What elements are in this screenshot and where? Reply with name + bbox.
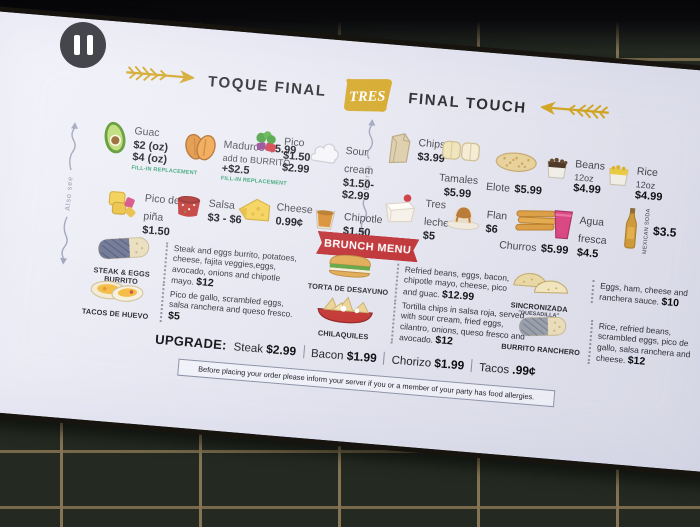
pico-icon xyxy=(252,129,280,160)
foil-burrito-gray-icon xyxy=(515,312,569,346)
menu-item-sour-cream: Sour cream $1.50- $2.99 xyxy=(304,138,390,205)
squiggle-arrow-up-icon xyxy=(69,122,78,171)
menu-item-tres-leches: Tres leches $5 xyxy=(377,190,462,245)
menu-item-elote: Elote $5.99 xyxy=(485,149,545,199)
tres-logo-text: TRES xyxy=(349,88,385,105)
menu-item-salsa: Salsa $3 - $6 xyxy=(172,191,244,229)
header: TOQUE FINAL TRES FINAL TOUCH xyxy=(0,45,700,145)
menu-item-chipotle: Chipotle $1.50 xyxy=(309,204,383,241)
menu-item-tamales: Tamales $5.99 xyxy=(437,137,482,201)
chipotle-bowl-icon xyxy=(309,204,339,237)
menu-item-churros: Churros $5.99 xyxy=(499,204,572,259)
tres-leches-icon xyxy=(378,190,421,231)
feather-right-icon xyxy=(123,62,196,93)
feather-left-icon xyxy=(539,97,612,128)
brunch-desc-sincronizada-quesadilla: Eggs, ham, cheese and ranchera sauce. $1… xyxy=(590,280,700,313)
upgrade-option-bacon: Bacon $1.99 xyxy=(310,347,378,365)
menu-item-flan: Flan $6 xyxy=(444,202,508,239)
tamales-icon xyxy=(440,137,482,170)
menu-item-beans: Beans 12oz $4.99 xyxy=(542,152,606,197)
header-title-english: FINAL TOUCH xyxy=(407,89,528,117)
tres-logo: TRES xyxy=(344,78,393,112)
foil-burrito-icon xyxy=(95,232,151,268)
brunch-item-chilaquiles: CHILAQUILES xyxy=(299,290,391,344)
chips-bag-icon xyxy=(383,130,414,171)
tacos-icon xyxy=(88,276,146,311)
brunch-item-sincronizada-quesadilla: SINCRONIZADA "QUESADILLA" xyxy=(493,264,587,322)
upgrade-option-chorizo: Chorizo $1.99 xyxy=(391,354,465,373)
brunch-item-burrito-ranchero: BURRITO RANCHERO xyxy=(496,310,587,358)
flan-icon xyxy=(444,202,483,237)
menu-item-agua-fresca: Agua fresca $4.5 xyxy=(548,208,618,261)
menu-screen: TOQUE FINAL TRES FINAL TOUCH Also see Ex… xyxy=(0,5,700,479)
menu-item-pico-de-pina: Pico de piña $1.50 xyxy=(103,185,188,240)
menu-item-chips: Chips $3.99 xyxy=(383,130,447,174)
pineapple-icon xyxy=(104,185,141,226)
header-title-spanish: TOQUE FINAL xyxy=(207,73,328,101)
soda-bottle-icon xyxy=(621,206,641,254)
menu-item-guac: Guac $2 (oz) $4 (oz) FILL-IN REPLACEMENT xyxy=(98,118,217,177)
menu-item-maduros: Maduros $5.99 add to BURRITO +$2.5 FILL-… xyxy=(180,131,309,189)
menu-item-mexican-soda: MEXICAN SODA $3.5 xyxy=(621,206,678,257)
pause-icon xyxy=(86,35,93,55)
extras-divider: Extras xyxy=(358,119,378,237)
churros-icon xyxy=(513,205,559,239)
separator xyxy=(302,345,305,359)
separator xyxy=(383,351,386,365)
agua-fresca-icon xyxy=(549,208,575,246)
brunch-item-torta-de-desayuno: TORTA DE DESAYUNO xyxy=(305,250,394,297)
upgrade-option-tacos: Tacos .99¢ xyxy=(478,361,537,379)
beans-cup-icon xyxy=(542,152,571,187)
squiggle-arrow-down-icon xyxy=(60,216,68,265)
also-see-divider: Also see xyxy=(58,122,80,265)
menu-item-pico: Pico $1.50 $2.99 xyxy=(251,129,313,176)
maduros-icon xyxy=(181,131,220,168)
also-see-label: Also see xyxy=(64,175,75,211)
squiggle-arrow-down-icon xyxy=(359,196,368,237)
brunch-item-tacos-de-huevo: TACOS DE HUEVO xyxy=(72,275,161,322)
pause-icon xyxy=(73,35,80,55)
rice-cup-icon xyxy=(604,159,633,194)
brunch-desc-burrito-ranchero: Rice, refried beans, scrambled eggs, pic… xyxy=(587,320,699,374)
menu-item-rice: Rice 12oz $4.99 xyxy=(603,159,665,204)
pause-button[interactable] xyxy=(60,22,106,68)
brunch-item-steak-eggs-burrito: STEAK & EGGS BURRITO xyxy=(81,231,165,288)
avocado-icon xyxy=(99,118,130,161)
upgrade-option-steak: Steak $2.99 xyxy=(233,340,297,358)
torta-icon xyxy=(325,252,375,286)
chilaquiles-icon xyxy=(313,291,378,332)
menu-item-cheese: Cheese 0.99¢ xyxy=(236,194,314,233)
elote-icon xyxy=(493,149,539,180)
squiggle-arrow-up-icon xyxy=(366,119,376,160)
upgrade-label: UPGRADE: xyxy=(154,331,228,353)
quesadilla-icon xyxy=(511,265,572,304)
cheese-icon xyxy=(236,194,273,230)
separator xyxy=(470,359,473,373)
salsa-bowl-icon xyxy=(172,191,205,225)
sour-cream-icon xyxy=(307,138,341,172)
